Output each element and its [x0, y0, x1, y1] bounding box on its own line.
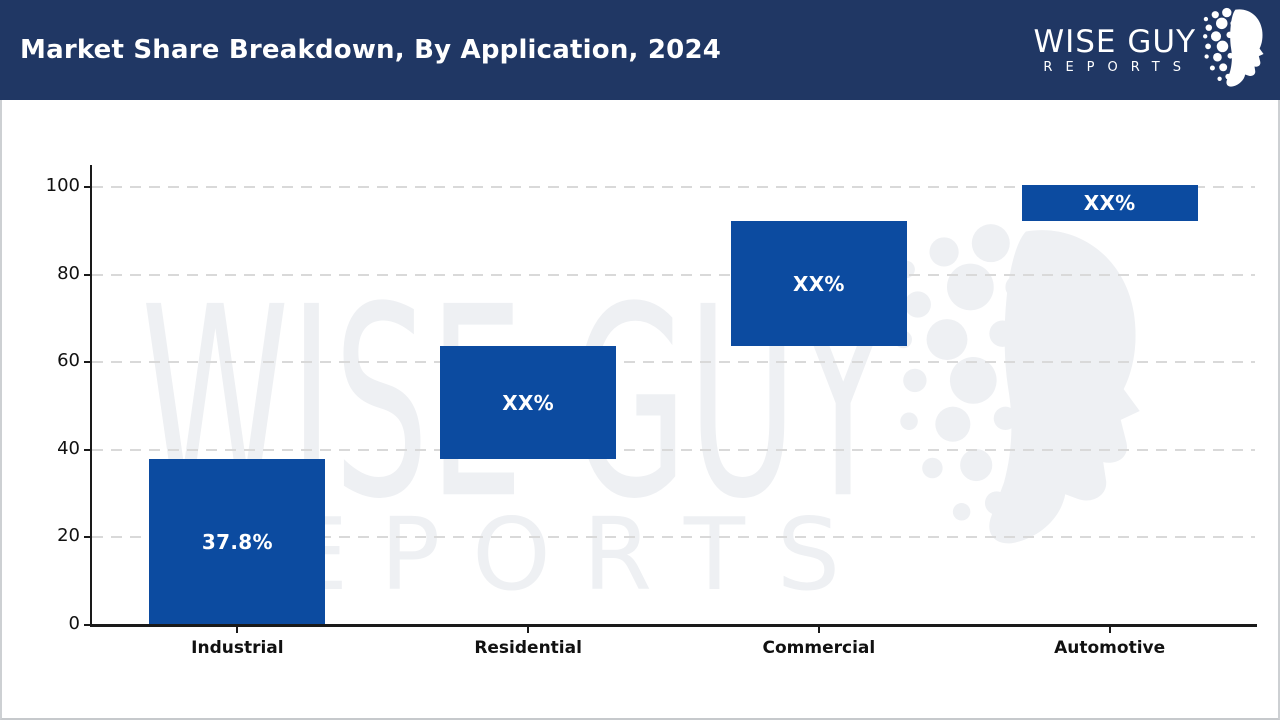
x-tick-label: Industrial — [191, 638, 284, 658]
y-tick — [84, 186, 92, 188]
bar: XX% — [1021, 184, 1198, 222]
plot-area: 0 20 40 60 80 100 37.8% Industrial XX% Residentia… — [2, 100, 1278, 718]
bar-value-label: XX% — [1083, 190, 1136, 215]
x-tick — [236, 625, 239, 633]
wise-guy-logo: WISE GUY REPORTS — [1033, 7, 1270, 93]
x-axis-line — [90, 624, 1257, 627]
y-tick-label: 60 — [57, 350, 80, 372]
y-tick-label: 100 — [45, 175, 80, 196]
y-tick — [84, 624, 92, 626]
logo-head-icon — [1203, 7, 1264, 87]
gridline — [92, 273, 1255, 276]
y-axis-line — [90, 165, 92, 627]
gridline — [92, 536, 1255, 539]
y-tick-label: 80 — [57, 262, 80, 284]
y-tick — [84, 273, 92, 276]
gridline — [92, 186, 1255, 188]
bar-value-label: 37.8% — [201, 530, 273, 555]
bar-value-label: XX% — [792, 271, 845, 296]
y-tick-label: 0 — [68, 613, 80, 634]
bar: 37.8% — [149, 459, 326, 625]
chart-canvas: WISE GUY R E P O R T S 0 20 40 60 80 100 37.8%… — [0, 100, 1280, 720]
gridline — [92, 448, 1255, 451]
x-tick-label: Automotive — [1054, 638, 1166, 658]
x-tick-label: Commercial — [762, 638, 876, 658]
logo-wordmark: WISE GUY REPORTS — [1033, 23, 1196, 75]
header: Market Share Breakdown, By Application, … — [0, 0, 1280, 100]
y-tick-label: 40 — [57, 437, 80, 459]
bar: XX% — [730, 221, 907, 346]
logo-wordmark-line1: WISE GUY — [1033, 23, 1196, 60]
x-tick — [1108, 625, 1111, 633]
x-tick — [817, 625, 820, 633]
y-tick — [84, 448, 92, 451]
bar: XX% — [440, 345, 617, 460]
y-tick-label: 20 — [57, 525, 80, 547]
logo-wordmark-line2: REPORTS — [1043, 59, 1195, 75]
x-tick — [527, 625, 530, 633]
y-tick — [84, 361, 92, 364]
chart-title: Market Share Breakdown, By Application, … — [20, 35, 722, 65]
x-tick-label: Residential — [474, 638, 582, 658]
y-tick — [84, 536, 92, 539]
gridline — [92, 361, 1255, 364]
bar-value-label: XX% — [502, 390, 555, 415]
